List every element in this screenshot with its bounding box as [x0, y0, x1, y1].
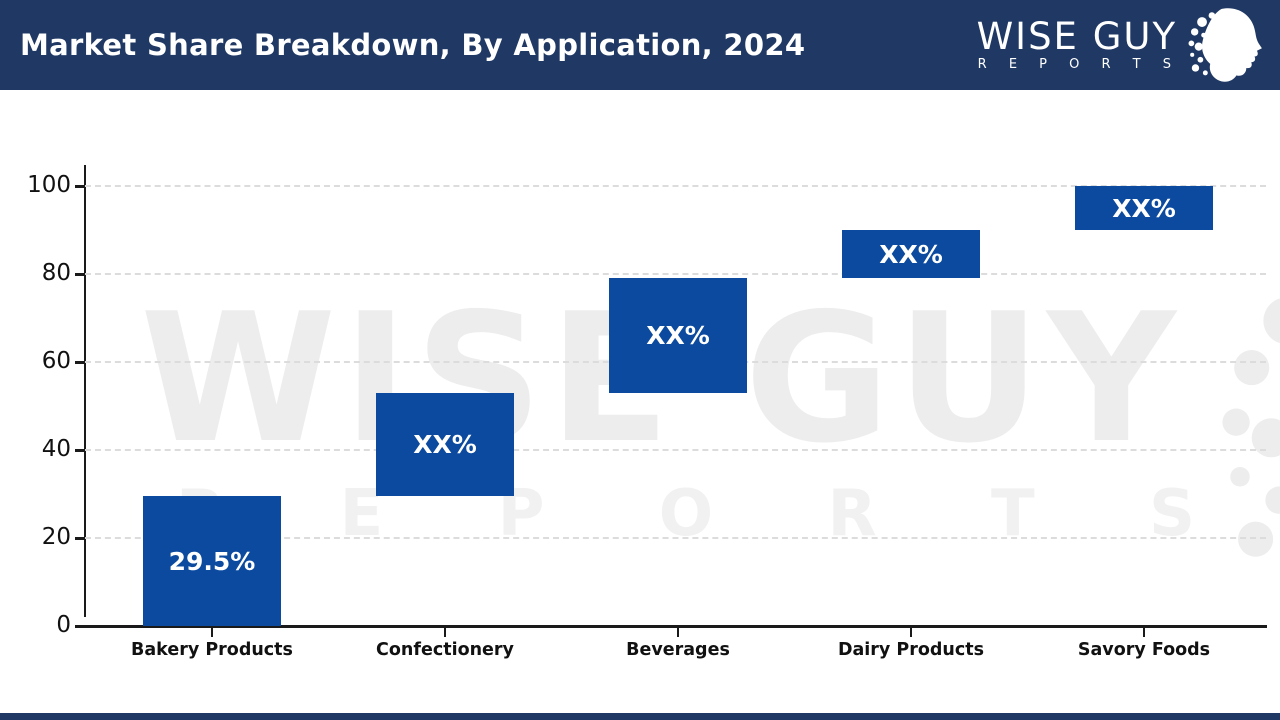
y-tick-label-80: 80 — [41, 260, 71, 286]
bar-bakery-products: 29.5% — [143, 496, 281, 626]
wise-guy-reports-logo: WISE GUY R E P O R T S — [974, 4, 1280, 86]
bar-value-label: 29.5% — [168, 546, 256, 576]
waterfall-chart: 0 20 40 60 80 100 29.5% Bakery Products XX% Confe… — [0, 90, 1280, 713]
y-tick-mark-0 — [75, 625, 85, 628]
x-category-label: Bakery Products — [131, 640, 293, 660]
bar-value-label: XX% — [646, 321, 710, 351]
x-axis-line — [83, 625, 1267, 628]
logo-wordmark: WISE GUY — [976, 15, 1178, 58]
bar-beverages: XX% — [609, 278, 747, 393]
x-category-label: Beverages — [626, 640, 730, 660]
logo-text: WISE GUY R E P O R T S — [974, 18, 1180, 72]
bar-value-label: XX% — [413, 429, 477, 459]
y-tick-mark-40 — [75, 449, 85, 452]
bottom-border-strip — [0, 713, 1280, 720]
x-tick-mark-0 — [211, 628, 213, 637]
x-category-label: Dairy Products — [837, 640, 985, 660]
bar-dairy-products: XX% — [842, 230, 980, 279]
y-tick-label-0: 0 — [56, 612, 71, 638]
gridline-100 — [85, 185, 1266, 187]
bar-value-label: XX% — [879, 239, 943, 269]
bar-value-label: XX% — [1112, 193, 1176, 223]
bar-confectionery: XX% — [376, 392, 514, 497]
x-tick-mark-2 — [677, 628, 679, 637]
x-tick-mark-3 — [910, 628, 912, 637]
x-tick-mark-1 — [444, 628, 446, 637]
y-tick-label-60: 60 — [41, 348, 71, 374]
gridline-20 — [85, 537, 1266, 539]
y-tick-mark-20 — [75, 537, 85, 540]
y-tick-mark-80 — [75, 273, 85, 276]
logo-head-icon — [1184, 4, 1266, 86]
gridline-80 — [85, 273, 1266, 275]
gridline-40 — [85, 449, 1266, 451]
x-category-label: Savory Foods — [1077, 640, 1211, 660]
header-bar: Market Share Breakdown, By Application, … — [0, 0, 1280, 90]
page-title: Market Share Breakdown, By Application, … — [20, 28, 806, 62]
y-tick-mark-60 — [75, 361, 85, 364]
y-tick-mark-100 — [75, 185, 85, 188]
y-tick-label-20: 20 — [41, 524, 71, 550]
y-axis-spine — [84, 165, 86, 617]
x-tick-mark-4 — [1143, 628, 1145, 637]
y-tick-label-100: 100 — [27, 172, 71, 198]
x-category-label: Confectionery — [376, 640, 514, 660]
y-tick-label-40: 40 — [41, 436, 71, 462]
logo-subtext: R E P O R T S — [977, 57, 1180, 72]
bar-savory-foods: XX% — [1075, 186, 1213, 230]
